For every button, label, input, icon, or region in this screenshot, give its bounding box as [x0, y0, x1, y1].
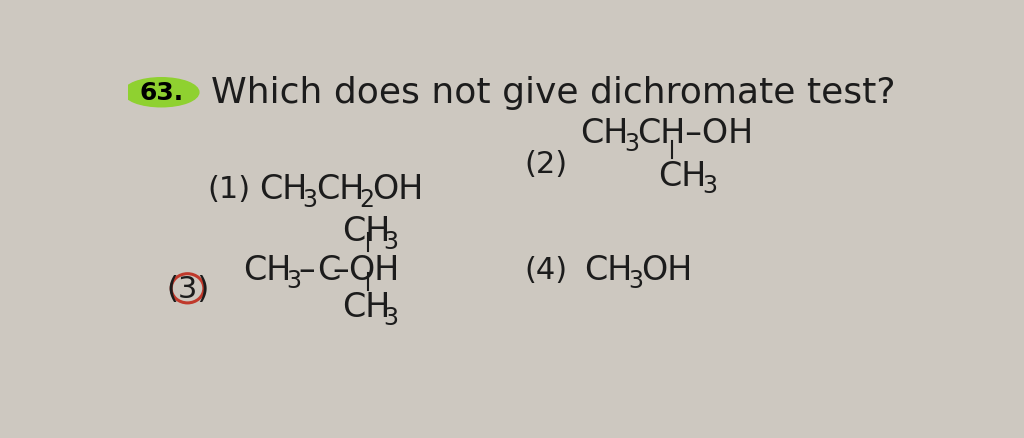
Text: (2): (2): [524, 149, 568, 178]
Text: CH: CH: [243, 254, 291, 286]
Text: OH: OH: [641, 254, 692, 286]
Text: 3: 3: [384, 230, 398, 254]
Text: 3: 3: [701, 174, 717, 198]
Text: CH–OH: CH–OH: [638, 117, 754, 150]
Ellipse shape: [124, 78, 199, 108]
Text: 63.: 63.: [139, 81, 183, 105]
Text: 3: 3: [287, 268, 302, 292]
Text: OH: OH: [348, 254, 399, 286]
Text: –: –: [299, 254, 315, 286]
Text: (3): (3): [166, 274, 209, 303]
Text: (4): (4): [524, 256, 568, 285]
Text: 2: 2: [359, 187, 375, 211]
Text: OH: OH: [373, 173, 424, 205]
Text: CH: CH: [259, 173, 307, 205]
Text: C: C: [316, 254, 340, 286]
Text: Which does not give dichromate test?: Which does not give dichromate test?: [211, 76, 896, 110]
Text: –: –: [333, 254, 349, 286]
Text: CH: CH: [316, 173, 365, 205]
Text: 3: 3: [624, 132, 639, 155]
Text: 3: 3: [384, 305, 398, 329]
Text: CH: CH: [342, 215, 390, 248]
Text: 3: 3: [628, 268, 643, 292]
Text: 3: 3: [303, 187, 317, 211]
Text: CH: CH: [658, 159, 707, 192]
Text: CH: CH: [585, 254, 633, 286]
Text: CH: CH: [581, 117, 629, 150]
Text: (1): (1): [207, 175, 251, 204]
Text: CH: CH: [342, 291, 390, 324]
